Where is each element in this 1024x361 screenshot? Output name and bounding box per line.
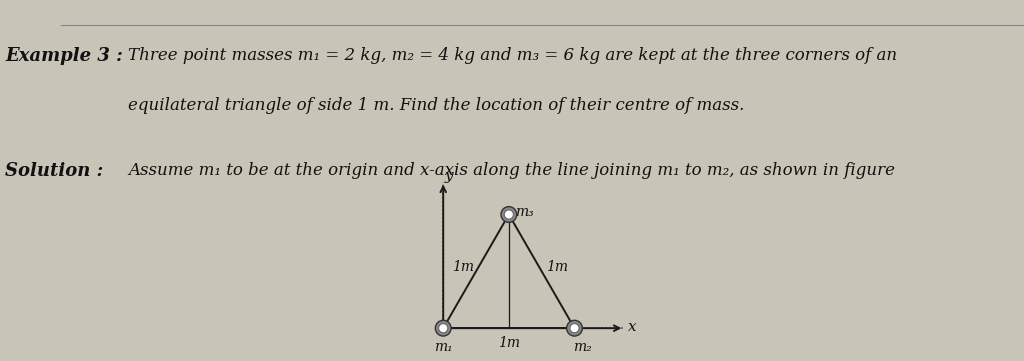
Text: y: y <box>444 169 453 183</box>
Text: 1m: 1m <box>547 260 568 274</box>
Text: m₂: m₂ <box>573 340 592 353</box>
Text: 1m: 1m <box>498 336 520 349</box>
Text: Solution :: Solution : <box>5 162 103 180</box>
Text: m₃: m₃ <box>515 205 534 219</box>
Text: 1m: 1m <box>452 260 474 274</box>
Text: Example 3 :: Example 3 : <box>5 47 123 65</box>
Text: x: x <box>628 320 637 334</box>
Circle shape <box>438 323 447 333</box>
Circle shape <box>435 320 452 336</box>
Text: equilateral triangle of side 1 m. Find the location of their centre of mass.: equilateral triangle of side 1 m. Find t… <box>128 97 744 114</box>
Text: Assume m₁ to be at the origin and x-axis along the line joining m₁ to m₂, as sho: Assume m₁ to be at the origin and x-axis… <box>128 162 895 179</box>
Text: m₁: m₁ <box>434 340 453 353</box>
Text: Three point masses m₁ = 2 kg, m₂ = 4 kg and m₃ = 6 kg are kept at the three corn: Three point masses m₁ = 2 kg, m₂ = 4 kg … <box>128 47 897 64</box>
Circle shape <box>570 323 580 333</box>
Circle shape <box>501 206 517 222</box>
Circle shape <box>504 210 513 219</box>
Circle shape <box>566 320 583 336</box>
